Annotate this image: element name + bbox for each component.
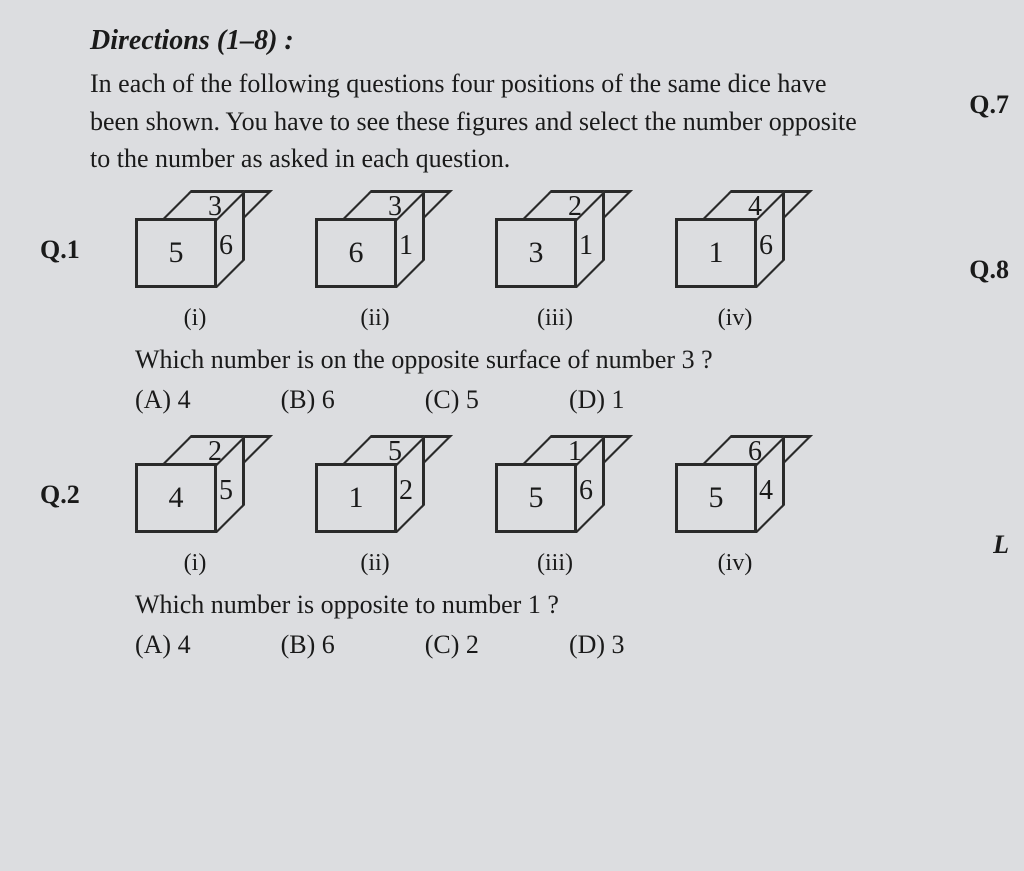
q1-cube-2-roman: (ii) bbox=[315, 305, 435, 332]
q2-cube-1-roman: (i) bbox=[135, 550, 255, 577]
q1-cube-3-front: 3 bbox=[495, 218, 577, 288]
q1-label: Q.1 bbox=[40, 190, 120, 265]
q2-cube-1: 2 4 5 (i) bbox=[135, 435, 255, 577]
q1-opt-b[interactable]: (B) 6 bbox=[281, 385, 335, 415]
q1-cube-4-front: 1 bbox=[675, 218, 757, 288]
q2-opt-d[interactable]: (D) 3 bbox=[569, 630, 625, 660]
q2-cube-2: 5 1 2 (ii) bbox=[315, 435, 435, 577]
q2-cube-4-roman: (iv) bbox=[675, 550, 795, 577]
q1-cube-4-roman: (iv) bbox=[675, 305, 795, 332]
q2-cube-4-side: 4 bbox=[759, 475, 773, 507]
q1-opt-c[interactable]: (C) 5 bbox=[425, 385, 479, 415]
q1-cube-3-side: 1 bbox=[579, 230, 593, 262]
q2-options: (A) 4 (B) 6 (C) 2 (D) 3 bbox=[135, 630, 984, 660]
q1-opt-a[interactable]: (A) 4 bbox=[135, 385, 191, 415]
q1-opt-d[interactable]: (D) 1 bbox=[569, 385, 625, 415]
q1-cube-3: 2 3 1 (iii) bbox=[495, 190, 615, 332]
q2-cube-4-front: 5 bbox=[675, 463, 757, 533]
q1-cube-4: 4 1 6 (iv) bbox=[675, 190, 795, 332]
q1-cube-2-side: 1 bbox=[399, 230, 413, 262]
q2-cube-2-roman: (ii) bbox=[315, 550, 435, 577]
q1-cube-4-side: 6 bbox=[759, 230, 773, 262]
q2-row: Q.2 2 4 5 (i) 5 1 2 (ii) 1 5 6 (iii) bbox=[40, 435, 984, 577]
q2-opt-a[interactable]: (A) 4 bbox=[135, 630, 191, 660]
side-l: L bbox=[993, 530, 1009, 560]
side-q8: Q.8 bbox=[969, 255, 1009, 285]
q2-opt-c[interactable]: (C) 2 bbox=[425, 630, 479, 660]
q2-opt-b[interactable]: (B) 6 bbox=[281, 630, 335, 660]
q2-cube-1-front: 4 bbox=[135, 463, 217, 533]
q1-cube-2: 3 6 1 (ii) bbox=[315, 190, 435, 332]
q1-row: Q.1 3 5 6 (i) 3 6 1 (ii) 2 3 1 (iii) bbox=[40, 190, 984, 332]
q2-cube-3-front: 5 bbox=[495, 463, 577, 533]
q2-cube-1-side: 5 bbox=[219, 475, 233, 507]
q2-cube-4: 6 5 4 (iv) bbox=[675, 435, 795, 577]
q2-question: Which number is opposite to number 1 ? bbox=[135, 585, 864, 624]
side-q7: Q.7 bbox=[969, 90, 1009, 120]
q2-cube-2-side: 2 bbox=[399, 475, 413, 507]
q1-cube-1-roman: (i) bbox=[135, 305, 255, 332]
q1-options: (A) 4 (B) 6 (C) 5 (D) 1 bbox=[135, 385, 984, 415]
q2-cubes: 2 4 5 (i) 5 1 2 (ii) 1 5 6 (iii) 6 bbox=[135, 435, 795, 577]
directions-text: In each of the following questions four … bbox=[90, 65, 864, 178]
q1-question: Which number is on the opposite surface … bbox=[135, 340, 864, 379]
q2-label: Q.2 bbox=[40, 435, 120, 510]
q1-cube-2-front: 6 bbox=[315, 218, 397, 288]
q2-cube-3-side: 6 bbox=[579, 475, 593, 507]
q1-cube-1-side: 6 bbox=[219, 230, 233, 262]
directions-title: Directions (1–8) : bbox=[90, 25, 984, 57]
q2-cube-3: 1 5 6 (iii) bbox=[495, 435, 615, 577]
q1-cubes: 3 5 6 (i) 3 6 1 (ii) 2 3 1 (iii) 4 bbox=[135, 190, 795, 332]
q1-cube-3-roman: (iii) bbox=[495, 305, 615, 332]
q2-cube-3-roman: (iii) bbox=[495, 550, 615, 577]
q2-cube-2-front: 1 bbox=[315, 463, 397, 533]
q1-cube-1: 3 5 6 (i) bbox=[135, 190, 255, 332]
q1-cube-1-front: 5 bbox=[135, 218, 217, 288]
